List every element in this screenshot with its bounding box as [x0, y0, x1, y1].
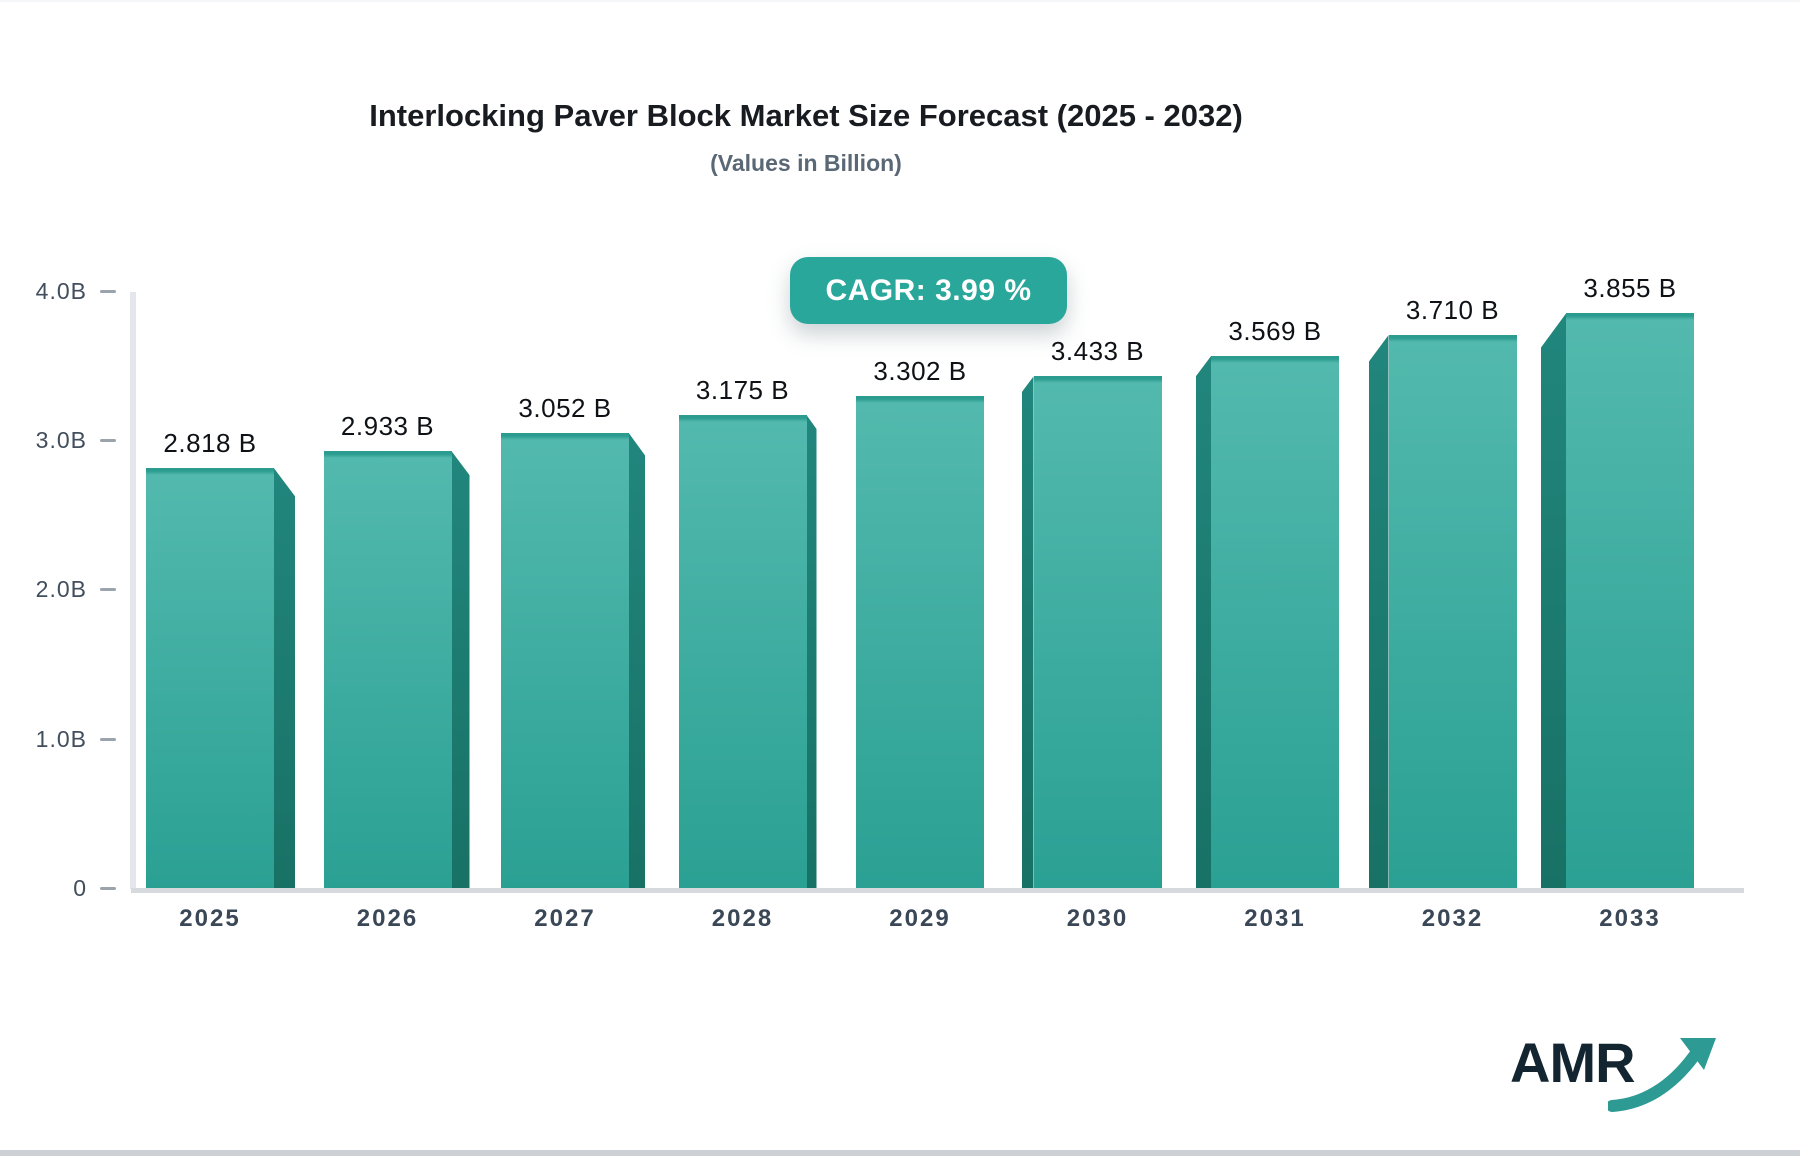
chart-title: Interlocking Paver Block Market Size For…	[369, 98, 1243, 133]
y-tick-dash	[100, 887, 116, 890]
bar-side	[629, 433, 645, 889]
x-axis-label: 2031	[1244, 905, 1306, 932]
y-axis-line	[130, 291, 136, 889]
bar-value-label: 3.175 B	[695, 374, 790, 405]
amr-logo-arrow-icon	[1608, 1038, 1716, 1112]
bar-2031	[1211, 356, 1339, 889]
bar-2033	[1566, 313, 1694, 889]
x-axis-label: 2027	[534, 905, 596, 932]
x-axis-label: 2032	[1421, 905, 1484, 932]
bar-value-label: 3.433 B	[1050, 336, 1145, 367]
x-axis-line	[131, 888, 1744, 893]
x-axis-label: 2030	[1066, 905, 1129, 932]
bar-side	[1368, 335, 1389, 889]
bar-2025	[146, 468, 274, 889]
bar-2026	[323, 451, 452, 889]
bar-side	[806, 414, 817, 889]
y-tick-label: 0	[73, 875, 87, 901]
y-tick-label: 1.0B	[35, 725, 87, 752]
x-axis-label: 2028	[711, 905, 774, 932]
y-tick-dash	[100, 588, 116, 592]
bar-side	[451, 451, 470, 889]
bar-2027	[501, 433, 629, 889]
y-tick-label: 3.0B	[35, 427, 87, 454]
bar-2029	[856, 396, 984, 889]
bar-value-label: 3.569 B	[1228, 316, 1322, 347]
y-tick-dash	[100, 439, 116, 443]
bar-side	[1021, 376, 1034, 889]
amr-logo: AMR	[1510, 1030, 1720, 1120]
bar-2030	[1033, 376, 1162, 889]
bar-value-label: 2.818 B	[163, 428, 257, 459]
x-axis-label: 2025	[179, 905, 241, 932]
bar-value-label: 3.710 B	[1405, 295, 1500, 326]
x-axis-label: 2026	[356, 905, 419, 932]
bar-side	[274, 468, 295, 889]
bar-side	[1196, 356, 1211, 889]
bar-side	[1541, 313, 1566, 889]
y-tick-label: 4.0B	[35, 277, 87, 304]
bar-2032	[1388, 335, 1517, 889]
bar-value-label: 3.052 B	[518, 393, 612, 424]
y-tick-label: 2.0B	[35, 576, 87, 603]
y-tick-dash	[100, 289, 116, 293]
bar-value-label: 2.933 B	[340, 411, 435, 442]
y-tick-dash	[100, 737, 116, 741]
x-axis-label: 2033	[1599, 905, 1661, 932]
cagr-badge-label: CAGR: 3.99 %	[825, 273, 1032, 307]
bar-2028	[678, 414, 807, 889]
bottom-border-band	[0, 1150, 1800, 1156]
chart-subtitle: (Values in Billion)	[710, 150, 902, 176]
amr-logo-text: AMR	[1510, 1031, 1636, 1094]
x-axis-label: 2029	[889, 905, 951, 932]
bar-value-label: 3.855 B	[1583, 273, 1677, 304]
bar-value-label: 3.302 B	[873, 356, 967, 386]
cagr-badge: CAGR: 3.99 %	[790, 257, 1067, 324]
